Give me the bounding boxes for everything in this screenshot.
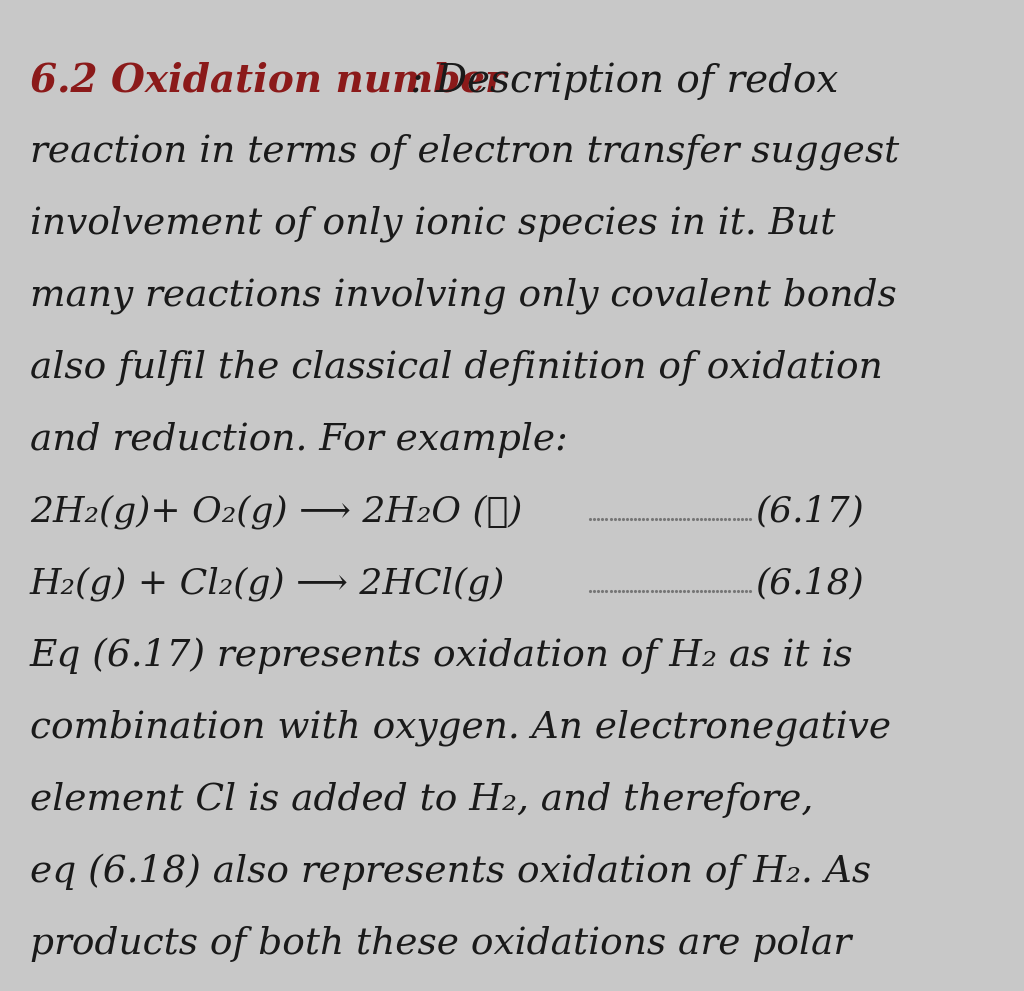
Text: : Description of redox: : Description of redox [398, 62, 839, 99]
Text: and reduction. For example:: and reduction. For example: [30, 422, 567, 458]
Text: eq (6.18) also represents oxidation of H₂. As: eq (6.18) also represents oxidation of H… [30, 854, 871, 891]
Text: 6.2 Oxidation number: 6.2 Oxidation number [30, 62, 506, 100]
Text: (6.17): (6.17) [755, 494, 864, 528]
Text: involvement of only ionic species in it. But: involvement of only ionic species in it.… [30, 206, 836, 243]
Text: Eq (6.17) represents oxidation of H₂ as it is: Eq (6.17) represents oxidation of H₂ as … [30, 638, 854, 675]
Text: combination with oxygen. An electronegative: combination with oxygen. An electronegat… [30, 710, 891, 746]
Text: 2H₂(g)+ O₂(g) ⟶ 2H₂O (ℓ): 2H₂(g)+ O₂(g) ⟶ 2H₂O (ℓ) [30, 494, 522, 528]
Text: (6.18): (6.18) [755, 566, 864, 600]
Text: H₂(g) + Cl₂(g) ⟶ 2HCl(g): H₂(g) + Cl₂(g) ⟶ 2HCl(g) [30, 566, 506, 601]
Text: also fulfil the classical definition of oxidation: also fulfil the classical definition of … [30, 350, 883, 386]
Text: products of both these oxidations are polar: products of both these oxidations are po… [30, 926, 851, 962]
Text: element Cl is added to H₂, and therefore,: element Cl is added to H₂, and therefore… [30, 782, 813, 818]
Text: reaction in terms of electron transfer suggest: reaction in terms of electron transfer s… [30, 134, 899, 170]
Text: many reactions involving only covalent bonds: many reactions involving only covalent b… [30, 278, 897, 314]
